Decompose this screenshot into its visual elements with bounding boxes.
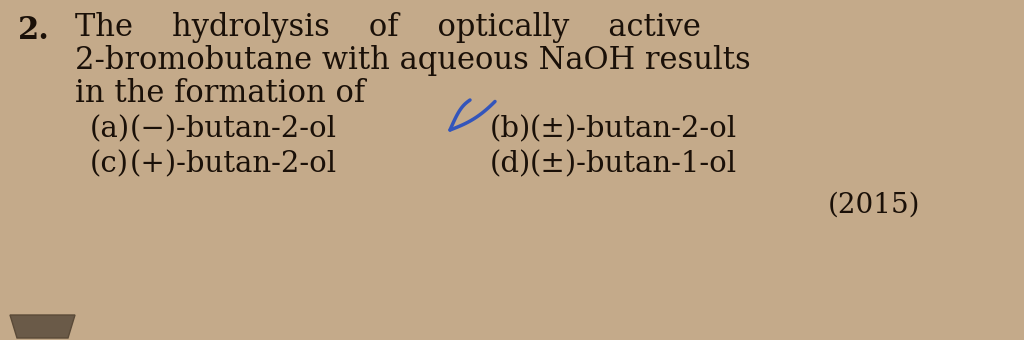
Text: 2-bromobutane with aqueous NaOH results: 2-bromobutane with aqueous NaOH results bbox=[75, 45, 751, 76]
Text: in the formation of: in the formation of bbox=[75, 78, 366, 109]
Text: (±)-butan-1-ol: (±)-butan-1-ol bbox=[530, 150, 737, 178]
Text: (+)-butan-2-ol: (+)-butan-2-ol bbox=[130, 150, 337, 178]
Text: The    hydrolysis    of    optically    active: The hydrolysis of optically active bbox=[75, 12, 700, 43]
Text: (a): (a) bbox=[90, 115, 130, 143]
Text: (d): (d) bbox=[490, 150, 531, 178]
Text: (c): (c) bbox=[90, 150, 129, 178]
Text: 2.: 2. bbox=[18, 15, 50, 46]
Text: (2015): (2015) bbox=[827, 192, 920, 219]
Text: (−)-butan-2-ol: (−)-butan-2-ol bbox=[130, 115, 337, 143]
Text: (±)-butan-2-ol: (±)-butan-2-ol bbox=[530, 115, 737, 143]
Text: (b): (b) bbox=[490, 115, 531, 143]
Polygon shape bbox=[10, 315, 75, 338]
